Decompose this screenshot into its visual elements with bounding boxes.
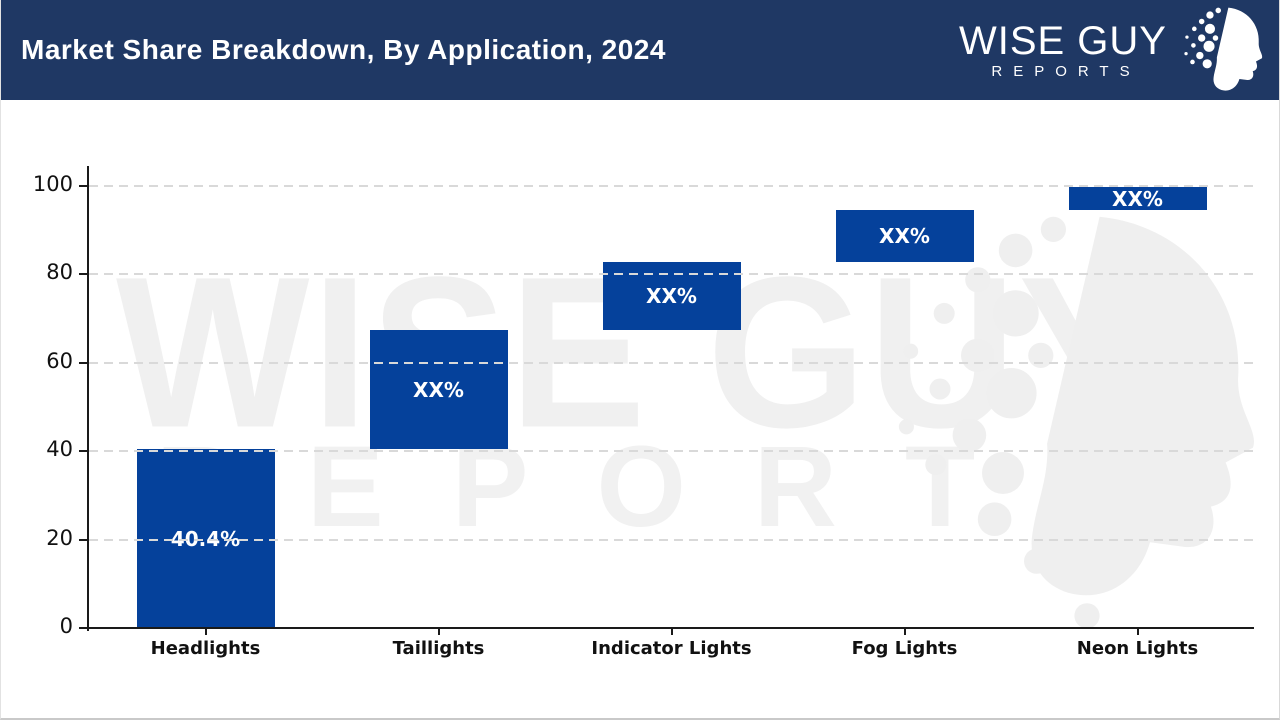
logo-wordmark: WISE GUY — [958, 18, 1167, 63]
gridline-60 — [89, 361, 1254, 364]
y-tick-label: 100 — [32, 171, 73, 196]
watermark-subtitle: REPORTS — [156, 423, 1188, 551]
bar-taillights: XX% — [369, 330, 508, 450]
y-tick-60 — [79, 361, 87, 364]
y-tick-label: 80 — [46, 260, 73, 284]
wiseguy-head-icon — [1184, 7, 1263, 91]
x-tick-1 — [437, 629, 440, 635]
x-tick-4 — [1136, 629, 1139, 635]
x-category-label: Neon Lights — [1076, 638, 1199, 659]
bar-value-label: XX% — [1112, 186, 1163, 211]
y-axis-line — [87, 166, 89, 631]
gridline-20 — [89, 538, 1254, 541]
x-category-label: Fog Lights — [851, 638, 958, 659]
bar-value-label: XX% — [646, 283, 697, 308]
x-category-label: Taillights — [392, 638, 485, 659]
y-tick-20 — [79, 538, 87, 541]
bar-fog-lights: XX% — [835, 210, 974, 262]
y-tick-label: 20 — [46, 525, 73, 550]
y-tick-40 — [79, 450, 87, 452]
x-category-label: Headlights — [150, 638, 261, 659]
bar-value-label: XX% — [413, 377, 464, 402]
bar-value-label: XX% — [879, 223, 930, 248]
x-tick-2 — [670, 629, 673, 635]
x-tick-3 — [903, 629, 906, 635]
x-tick-0 — [204, 629, 207, 635]
wiseguy-logo: WISE GUY REPORTS — [959, 4, 1269, 96]
bar-indicator-lights: XX% — [602, 261, 741, 331]
gridline-80 — [89, 273, 1254, 275]
y-tick-100 — [79, 184, 87, 187]
logo-text: WISE GUY REPORTS — [959, 21, 1167, 80]
x-category-label: Indicator Lights — [591, 638, 752, 659]
y-tick-label: 0 — [59, 614, 73, 638]
gridline-40 — [89, 450, 1254, 452]
y-tick-label: 60 — [46, 348, 73, 373]
header: Market Share Breakdown, By Application, … — [1, 0, 1279, 100]
y-tick-0 — [79, 627, 87, 629]
watermark-head-icon — [898, 216, 1254, 629]
x-axis-line — [87, 627, 1254, 629]
gridline-100 — [89, 184, 1254, 187]
chart-title: Market Share Breakdown, By Application, … — [21, 34, 666, 65]
y-tick-80 — [79, 273, 87, 275]
bar-neon-lights: XX% — [1068, 186, 1207, 211]
y-tick-label: 40 — [46, 437, 73, 461]
logo-subtitle: REPORTS — [991, 62, 1141, 80]
